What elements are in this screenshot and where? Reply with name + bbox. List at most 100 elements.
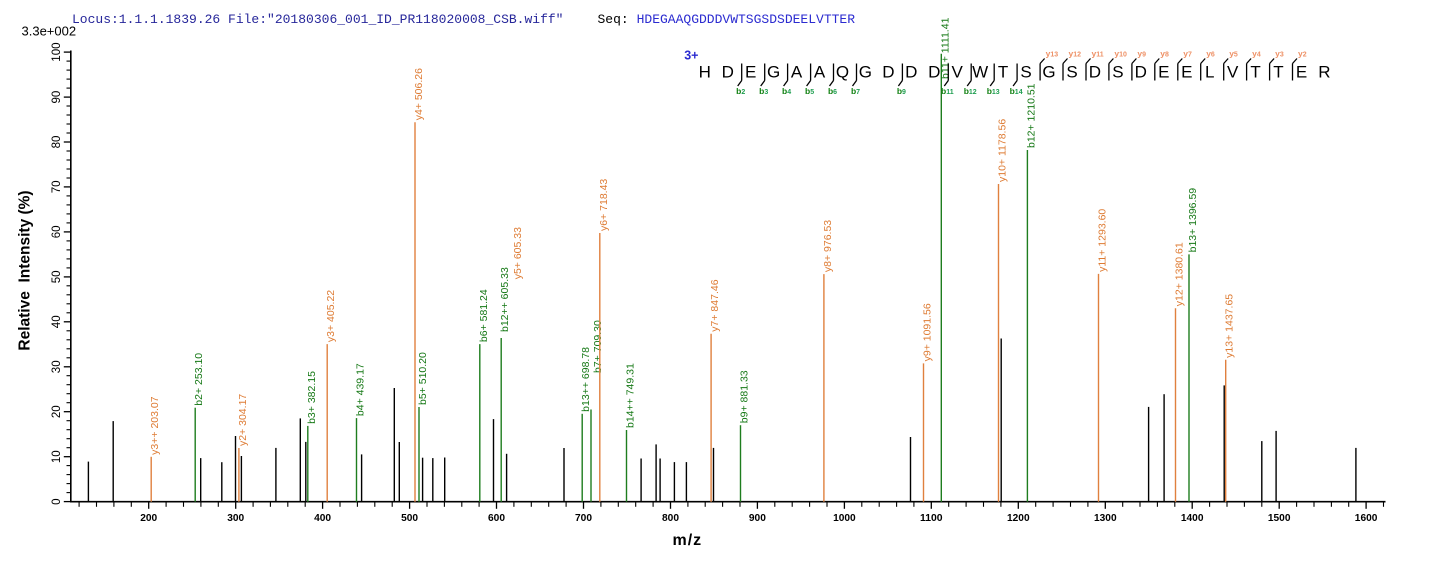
svg-text:T: T bbox=[998, 63, 1008, 82]
svg-text:30: 30 bbox=[51, 360, 63, 373]
svg-text:b4+ 439.17: b4+ 439.17 bbox=[355, 363, 367, 416]
svg-text:b14: b14 bbox=[1010, 86, 1023, 96]
svg-text:1200: 1200 bbox=[1007, 513, 1030, 524]
svg-text:y8: y8 bbox=[1160, 49, 1169, 59]
svg-text:y4+ 506.26: y4+ 506.26 bbox=[413, 68, 425, 120]
svg-text:100: 100 bbox=[51, 43, 63, 62]
svg-text:S: S bbox=[1066, 63, 1077, 82]
svg-text:D: D bbox=[928, 63, 940, 82]
svg-text:y9+ 1091.56: y9+ 1091.56 bbox=[922, 303, 934, 361]
svg-text:E: E bbox=[1181, 63, 1192, 82]
svg-text:400: 400 bbox=[314, 513, 331, 524]
svg-text:b3: b3 bbox=[759, 86, 768, 96]
svg-text:G: G bbox=[859, 63, 872, 82]
svg-text:W: W bbox=[972, 63, 988, 82]
svg-text:D: D bbox=[1089, 63, 1101, 82]
svg-text:700: 700 bbox=[575, 513, 592, 524]
svg-text:y10+ 1178.56: y10+ 1178.56 bbox=[997, 119, 1009, 182]
svg-text:Seq:: Seq: bbox=[598, 12, 629, 27]
svg-text:10: 10 bbox=[51, 450, 63, 463]
svg-text:1600: 1600 bbox=[1355, 513, 1378, 524]
svg-text:y2+ 304.17: y2+ 304.17 bbox=[237, 394, 249, 446]
svg-text:y7+ 847.46: y7+ 847.46 bbox=[709, 279, 721, 331]
svg-text:b3+ 382.15: b3+ 382.15 bbox=[306, 371, 318, 424]
svg-text:1300: 1300 bbox=[1094, 513, 1117, 524]
svg-text:b13++ 698.78: b13++ 698.78 bbox=[580, 347, 592, 412]
svg-text:800: 800 bbox=[662, 513, 679, 524]
svg-text:E: E bbox=[1158, 63, 1169, 82]
svg-text:b2+ 253.10: b2+ 253.10 bbox=[193, 353, 205, 406]
svg-text:E: E bbox=[1296, 63, 1307, 82]
svg-text:b13+ 1396.59: b13+ 1396.59 bbox=[1187, 188, 1199, 253]
svg-text:y5+ 605.33: y5+ 605.33 bbox=[512, 227, 524, 279]
svg-text:b2: b2 bbox=[736, 86, 745, 96]
svg-text:y11: y11 bbox=[1092, 49, 1104, 59]
svg-text:y7: y7 bbox=[1183, 49, 1192, 59]
svg-text:S: S bbox=[1020, 63, 1031, 82]
svg-text:D: D bbox=[1135, 63, 1147, 82]
svg-text:b11: b11 bbox=[941, 86, 954, 96]
svg-text:S: S bbox=[1112, 63, 1123, 82]
svg-text:b5+ 510.20: b5+ 510.20 bbox=[417, 352, 429, 405]
svg-text:G: G bbox=[1042, 63, 1055, 82]
svg-text:E: E bbox=[745, 63, 756, 82]
svg-text:y13+ 1437.65: y13+ 1437.65 bbox=[1224, 294, 1236, 358]
svg-text:T: T bbox=[1250, 63, 1260, 82]
svg-text:50: 50 bbox=[51, 271, 63, 284]
svg-text:D: D bbox=[722, 63, 734, 82]
svg-text:200: 200 bbox=[140, 513, 157, 524]
svg-text:1100: 1100 bbox=[920, 513, 943, 524]
svg-text:1400: 1400 bbox=[1181, 513, 1204, 524]
svg-text:Relative Intensity (%): Relative Intensity (%) bbox=[17, 190, 34, 350]
svg-text:b6: b6 bbox=[828, 86, 837, 96]
svg-text:y9: y9 bbox=[1137, 49, 1146, 59]
svg-text:D: D bbox=[882, 63, 894, 82]
svg-text:b6+ 581.24: b6+ 581.24 bbox=[478, 289, 490, 342]
svg-text:70: 70 bbox=[51, 181, 63, 194]
svg-text:b12: b12 bbox=[964, 86, 977, 96]
svg-text:y6+ 718.43: y6+ 718.43 bbox=[598, 179, 610, 231]
svg-text:HDEGAAQGDDDVWTSGSDSDEELVTTER: HDEGAAQGDDDVWTSGSDSDEELVTTER bbox=[637, 12, 856, 27]
svg-text:V: V bbox=[1227, 63, 1239, 82]
svg-text:600: 600 bbox=[488, 513, 505, 524]
svg-text:y8+ 976.53: y8+ 976.53 bbox=[822, 220, 834, 272]
svg-text:y11+ 1293.60: y11+ 1293.60 bbox=[1097, 209, 1109, 272]
svg-text:D: D bbox=[905, 63, 917, 82]
svg-text:Locus:1.1.1.1839.26 File:"2018: Locus:1.1.1.1839.26 File:"20180306_001_I… bbox=[72, 12, 563, 27]
svg-text:y6: y6 bbox=[1206, 49, 1215, 59]
svg-text:1500: 1500 bbox=[1268, 513, 1291, 524]
svg-text:y3: y3 bbox=[1275, 49, 1284, 59]
svg-text:R: R bbox=[1318, 63, 1330, 82]
svg-text:G: G bbox=[767, 63, 780, 82]
svg-text:b13: b13 bbox=[987, 86, 1000, 96]
svg-text:y3++ 203.07: y3++ 203.07 bbox=[149, 396, 161, 455]
svg-text:y12+ 1380.61: y12+ 1380.61 bbox=[1174, 242, 1186, 306]
svg-text:m/z: m/z bbox=[673, 532, 703, 549]
svg-text:80: 80 bbox=[51, 136, 63, 149]
svg-text:3.3e+002: 3.3e+002 bbox=[22, 24, 77, 39]
svg-text:b5: b5 bbox=[805, 86, 814, 96]
svg-text:A: A bbox=[791, 63, 803, 82]
svg-text:L: L bbox=[1205, 63, 1214, 82]
svg-text:40: 40 bbox=[51, 315, 63, 328]
svg-text:y12: y12 bbox=[1069, 49, 1082, 59]
svg-text:b12+ 1210.51: b12+ 1210.51 bbox=[1025, 83, 1037, 148]
svg-text:90: 90 bbox=[51, 91, 63, 104]
svg-text:b7+ 709.30: b7+ 709.30 bbox=[592, 320, 604, 373]
svg-text:b14++ 749.31: b14++ 749.31 bbox=[625, 363, 637, 428]
svg-text:300: 300 bbox=[227, 513, 244, 524]
svg-text:b11+ 1111.41: b11+ 1111.41 bbox=[939, 17, 951, 79]
svg-text:20: 20 bbox=[51, 405, 63, 418]
svg-text:y4: y4 bbox=[1252, 49, 1261, 59]
svg-text:1000: 1000 bbox=[833, 513, 856, 524]
svg-text:Q: Q bbox=[836, 63, 849, 82]
svg-text:3+: 3+ bbox=[684, 48, 698, 62]
svg-text:0: 0 bbox=[51, 498, 63, 504]
svg-text:b12++ 605.33: b12++ 605.33 bbox=[499, 267, 511, 332]
svg-text:60: 60 bbox=[51, 226, 63, 239]
svg-text:y3+ 405.22: y3+ 405.22 bbox=[325, 290, 337, 342]
svg-text:y10: y10 bbox=[1114, 49, 1127, 59]
svg-text:b9+ 881.33: b9+ 881.33 bbox=[739, 370, 751, 423]
svg-text:y5: y5 bbox=[1229, 49, 1238, 59]
svg-text:900: 900 bbox=[749, 513, 766, 524]
